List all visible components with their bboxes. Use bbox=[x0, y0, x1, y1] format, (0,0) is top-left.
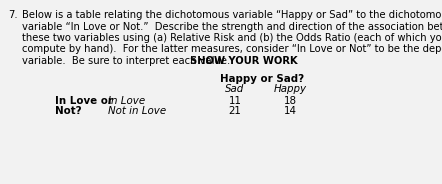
Text: Below is a table relating the dichotomous variable “Happy or Sad” to the dichoto: Below is a table relating the dichotomou… bbox=[22, 10, 442, 20]
Text: these two variables using (a) Relative Risk and (b) the Odds Ratio (each of whic: these two variables using (a) Relative R… bbox=[22, 33, 442, 43]
Text: variable.  Be sure to interpret each value.: variable. Be sure to interpret each valu… bbox=[22, 56, 233, 66]
Text: 11: 11 bbox=[229, 95, 241, 105]
Text: 14: 14 bbox=[283, 107, 297, 116]
Text: In Love: In Love bbox=[108, 95, 145, 105]
Text: Not?: Not? bbox=[55, 107, 82, 116]
Text: 21: 21 bbox=[229, 107, 241, 116]
Text: compute by hand).  For the latter measures, consider “In Love or Not” to be the : compute by hand). For the latter measure… bbox=[22, 45, 442, 54]
Text: 18: 18 bbox=[283, 95, 297, 105]
Text: SHOW YOUR WORK: SHOW YOUR WORK bbox=[190, 56, 298, 66]
Text: variable “In Love or Not.”  Describe the strength and direction of the associati: variable “In Love or Not.” Describe the … bbox=[22, 22, 442, 31]
Text: Happy or Sad?: Happy or Sad? bbox=[221, 73, 305, 84]
Text: Sad: Sad bbox=[225, 84, 244, 95]
Text: 7.: 7. bbox=[8, 10, 18, 20]
Text: Not in Love: Not in Love bbox=[108, 107, 166, 116]
Text: In Love or: In Love or bbox=[55, 95, 113, 105]
Text: Happy: Happy bbox=[274, 84, 307, 95]
